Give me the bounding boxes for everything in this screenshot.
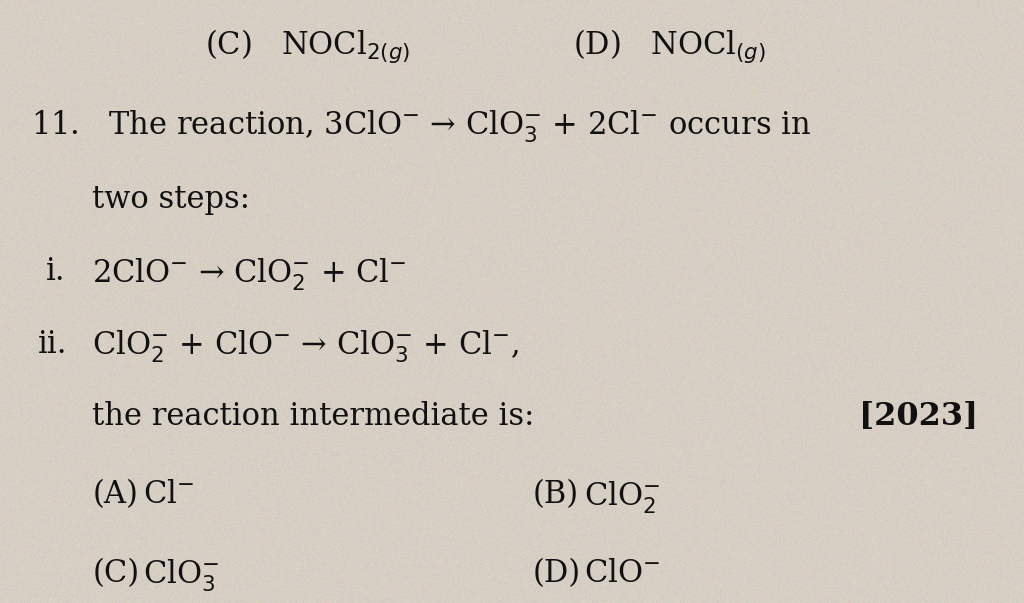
Text: the reaction intermediate is:: the reaction intermediate is: — [92, 401, 535, 432]
Text: ii.: ii. — [38, 329, 68, 359]
Text: (C): (C) — [92, 558, 139, 589]
Text: 11.   The reaction, 3ClO$^{-}$ → ClO$_{3}^{-}$ + 2Cl$^{-}$ occurs in: 11. The reaction, 3ClO$^{-}$ → ClO$_{3}^… — [31, 109, 811, 145]
Text: ClO$_{2}^{-}$ + ClO$^{-}$ → ClO$_{3}^{-}$ + Cl$^{-}$,: ClO$_{2}^{-}$ + ClO$^{-}$ → ClO$_{3}^{-}… — [92, 329, 519, 365]
Text: (C)   NOCl$_{2(g)}$: (C) NOCl$_{2(g)}$ — [205, 27, 410, 65]
Text: (D): (D) — [532, 558, 581, 589]
Text: Cl$^{-}$: Cl$^{-}$ — [143, 479, 195, 510]
Text: [2023]: [2023] — [859, 401, 978, 432]
Text: i.: i. — [46, 256, 66, 287]
Text: ClO$_{2}^{-}$: ClO$_{2}^{-}$ — [584, 479, 659, 516]
Text: ClO$_{3}^{-}$: ClO$_{3}^{-}$ — [143, 558, 219, 595]
Text: (A): (A) — [92, 479, 138, 510]
Text: two steps:: two steps: — [92, 184, 250, 215]
Text: (B): (B) — [532, 479, 579, 510]
Text: (D)   NOCl$_{(g)}$: (D) NOCl$_{(g)}$ — [573, 27, 766, 65]
Text: ClO$^{-}$: ClO$^{-}$ — [584, 558, 659, 589]
Text: 2ClO$^{-}$ → ClO$_{2}^{-}$ + Cl$^{-}$: 2ClO$^{-}$ → ClO$_{2}^{-}$ + Cl$^{-}$ — [92, 256, 407, 293]
